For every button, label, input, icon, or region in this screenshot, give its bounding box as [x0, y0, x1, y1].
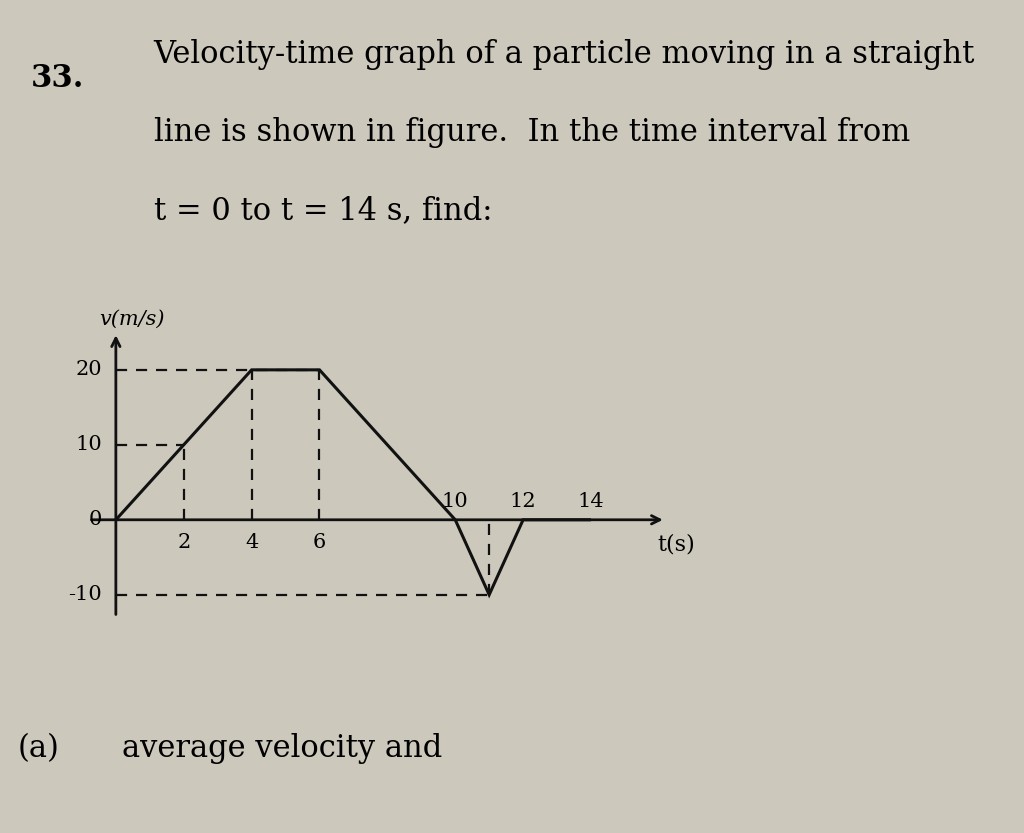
Text: line is shown in figure.  In the time interval from: line is shown in figure. In the time int…	[154, 117, 910, 148]
Text: Velocity-time graph of a particle moving in a straight: Velocity-time graph of a particle moving…	[154, 39, 975, 70]
Text: 20: 20	[76, 361, 102, 379]
Text: average velocity and: average velocity and	[122, 733, 442, 764]
Text: t = 0 to t = 14 s, find:: t = 0 to t = 14 s, find:	[154, 195, 493, 227]
Text: 10: 10	[442, 491, 469, 511]
Text: v(m/s): v(m/s)	[99, 310, 165, 329]
Text: 0: 0	[89, 511, 102, 529]
Text: 2: 2	[177, 533, 190, 552]
Text: t(s): t(s)	[657, 533, 694, 556]
Text: 4: 4	[245, 533, 258, 552]
Text: 6: 6	[313, 533, 326, 552]
Text: 33.: 33.	[31, 63, 84, 94]
Text: (a): (a)	[17, 733, 59, 764]
Text: 14: 14	[578, 491, 604, 511]
Text: -10: -10	[69, 586, 102, 604]
Text: 12: 12	[510, 491, 537, 511]
Text: 10: 10	[76, 436, 102, 454]
